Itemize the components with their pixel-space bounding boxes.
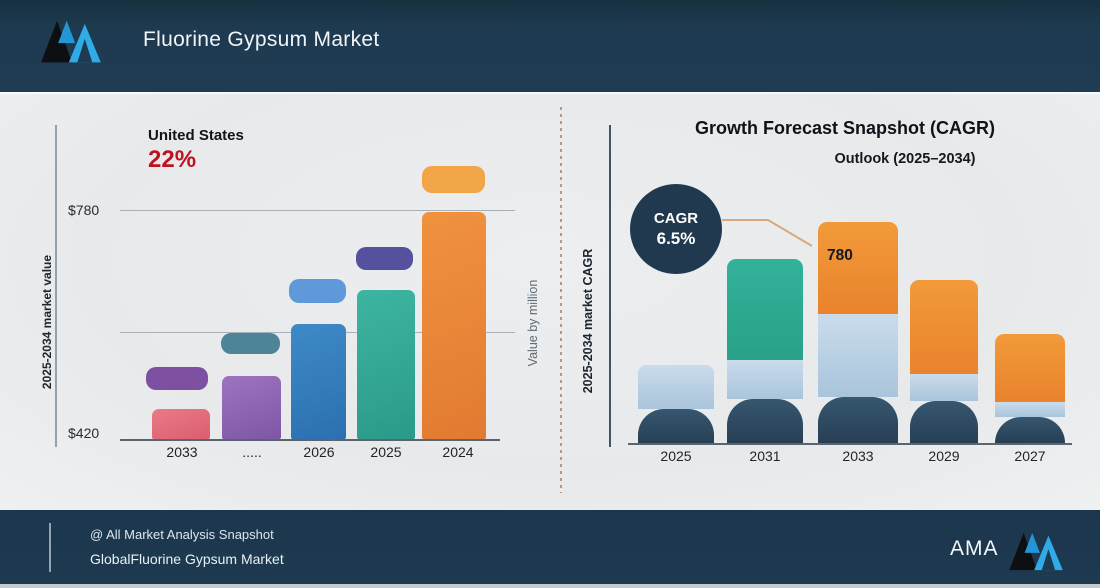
footer-divider-line [49,523,51,572]
cagr-badge: CAGR 6.5% [630,184,722,274]
charts-panel: 2025-2034 market value $780 $420 2033...… [0,92,1100,510]
right-bar-2029-navy [910,401,978,443]
cagr-badge-value: 6.5% [656,228,696,248]
right-x-label-2025: 2025 [660,448,692,464]
right-bar-2027-navy [995,417,1065,443]
left-tick-780: $780 [68,202,100,218]
right-bar-2033-light-blue [818,314,898,397]
dashed-divider [560,107,562,493]
right-bar-2031-navy [727,399,803,443]
page-title: Fluorine Gypsum Market [143,28,380,51]
right-bar-2031-accent [727,259,803,360]
right-bar-2029-accent [910,280,978,374]
left-x-label-2025: 2025 [370,444,402,460]
right-x-label-2031: 2031 [749,448,781,464]
right-y-axis-label: 2025-2034 market CAGR [581,248,595,394]
ama-logo-icon [41,20,101,63]
right-bar-2031-light-blue [727,360,803,399]
right-bar-2027-light-blue [995,402,1065,417]
right-x-label-2029: 2029 [928,448,960,464]
left-y-axis [55,125,57,447]
left-bar-cap-2024 [422,166,485,193]
left-bar-cap-2033 [146,367,208,390]
right-bar-2029-light-blue [910,374,978,401]
left-x-label-.....: ..... [242,444,262,460]
right-bar-2033-accent [818,222,898,314]
region-label: United States [148,127,244,144]
right-bar-2025-light-blue [638,365,714,409]
footer-market-text: GlobalFluorine Gypsum Market [90,551,284,567]
footer-snapshot-text: @ All Market Analysis Snapshot [90,527,274,542]
left-bar-cap-..... [221,333,280,354]
right-bar-2033-navy [818,397,898,443]
right-chart-subtitle: Outlook (2025–2034) [834,151,976,167]
footer-bar: @ All Market Analysis Snapshot GlobalFlu… [0,510,1100,588]
right-bar-2027-accent [995,334,1065,402]
left-bar-cap-2026 [289,279,346,303]
left-x-label-2026: 2026 [303,444,335,460]
left-bar-2024 [422,212,486,439]
left-bar-2026 [291,324,346,439]
cagr-badge-label: CAGR [653,209,699,227]
left-tick-420: $420 [68,425,100,441]
right-x-label-2027: 2027 [1014,448,1046,464]
right-x-label-2033: 2033 [842,448,874,464]
footer-ama-logo-icon [1009,532,1063,571]
right-bar-2025-navy [638,409,714,443]
left-bar-..... [222,376,281,439]
growth-percent: 22% [148,146,197,173]
left-x-label-2024: 2024 [442,444,474,460]
gridline [120,210,515,211]
left-x-axis [120,439,500,441]
left-bar-2025 [357,290,415,439]
bottom-edge-strip [0,584,1100,588]
footer-brand-text: AMA [950,537,999,560]
left-y-axis-label: 2025-2034 market value [40,254,54,390]
header-bar: Fluorine Gypsum Market [0,0,1100,92]
right-y-axis [609,125,611,447]
bar-value-annotation: 780 [827,247,853,264]
left-x-label-2033: 2033 [166,444,198,460]
left-bar-2033 [152,409,210,439]
right-x-axis [628,443,1072,445]
right-chart-title: Growth Forecast Snapshot (CAGR) [694,118,995,138]
value-by-million-caption: Value by million [526,279,540,367]
left-bar-cap-2025 [356,247,413,270]
